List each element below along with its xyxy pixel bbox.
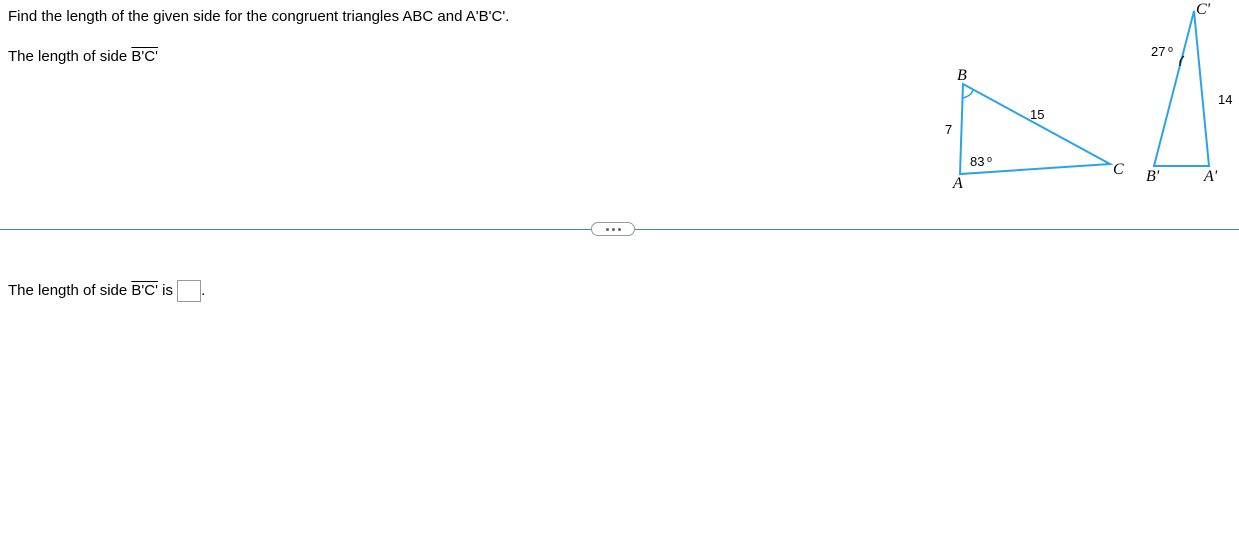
vertex-a-label: A [952, 175, 963, 192]
section-divider-left [0, 229, 591, 230]
dot-icon [606, 228, 609, 231]
vertex-c-prime-label: C' [1196, 1, 1211, 18]
side-bc-value: 15 [1030, 107, 1044, 122]
question-line-2: The length of side B'C' [8, 48, 158, 65]
vertex-c-label: C [1113, 161, 1124, 178]
answer-suffix: . [201, 282, 205, 299]
triangle-abc-prime-shape [1154, 11, 1209, 166]
triangle-abc-prime-figure: B' A' C' 27 o 14 [1144, 6, 1239, 186]
side-ab-value: 7 [945, 122, 952, 137]
answer-input[interactable] [177, 280, 201, 302]
angle-b-arc [963, 90, 973, 98]
section-divider-right [635, 229, 1239, 230]
vertex-b-prime-label: B' [1146, 168, 1160, 185]
answer-middle: is [158, 282, 177, 299]
answer-prefix: The length of side [8, 282, 131, 299]
angle-a-value: 83 o [970, 154, 992, 169]
vertex-a-prime-label: A' [1203, 168, 1218, 185]
vertex-b-label: B [957, 67, 967, 84]
side-name-bc-prime: B'C' [131, 48, 158, 65]
answer-line: The length of side B'C' is . [8, 280, 205, 302]
question-line-1: Find the length of the given side for th… [8, 8, 509, 25]
answer-side-name: B'C' [131, 282, 158, 299]
angle-c-prime-value: 27 o [1151, 44, 1173, 59]
dot-icon [618, 228, 621, 231]
triangle-abc-figure: A B C 7 15 83 o [945, 74, 1135, 194]
right-side-value: 14 [1218, 92, 1232, 107]
question-line-2-prefix: The length of side [8, 48, 131, 65]
expand-toggle-button[interactable] [591, 222, 635, 236]
dot-icon [612, 228, 615, 231]
